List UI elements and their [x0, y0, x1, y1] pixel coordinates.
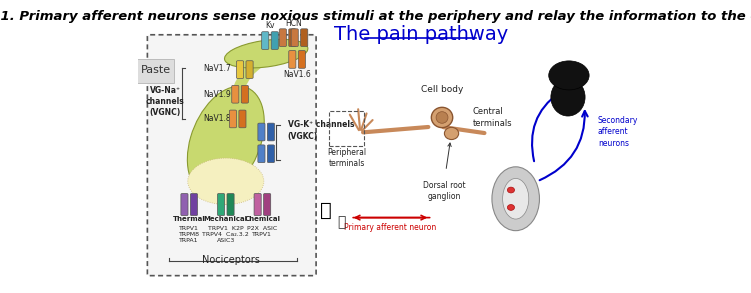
FancyBboxPatch shape — [239, 110, 246, 128]
Text: Thermal: Thermal — [173, 216, 206, 222]
Ellipse shape — [492, 167, 539, 231]
Text: Mechanical: Mechanical — [204, 216, 248, 222]
Text: TRPV1  K2P
TRPV4  Ca₂.3.2
ASIC3: TRPV1 K2P TRPV4 Ca₂.3.2 ASIC3 — [203, 226, 249, 243]
Text: Paste: Paste — [141, 65, 171, 76]
FancyBboxPatch shape — [191, 193, 198, 216]
FancyBboxPatch shape — [267, 123, 275, 141]
FancyBboxPatch shape — [181, 193, 188, 216]
FancyBboxPatch shape — [264, 193, 270, 216]
FancyBboxPatch shape — [254, 193, 261, 216]
Text: NaV1.8: NaV1.8 — [203, 115, 231, 123]
FancyBboxPatch shape — [300, 29, 308, 47]
Text: 🔥: 🔥 — [320, 201, 331, 220]
FancyBboxPatch shape — [267, 145, 275, 163]
FancyBboxPatch shape — [227, 193, 234, 216]
Ellipse shape — [225, 39, 308, 68]
Text: NaV1.9: NaV1.9 — [203, 90, 231, 99]
Text: Primary afferent neuron: Primary afferent neuron — [344, 223, 436, 231]
Text: Nociceptors: Nociceptors — [201, 255, 260, 265]
Text: Peripheral
terminals: Peripheral terminals — [327, 148, 366, 168]
Text: VG-K⁺ channels
(VGKC): VG-K⁺ channels (VGKC) — [288, 120, 354, 141]
Ellipse shape — [431, 107, 453, 128]
Ellipse shape — [502, 178, 529, 219]
FancyBboxPatch shape — [137, 59, 174, 83]
FancyBboxPatch shape — [271, 32, 279, 50]
Text: Kv: Kv — [265, 21, 275, 30]
FancyBboxPatch shape — [147, 35, 316, 276]
FancyBboxPatch shape — [218, 193, 225, 216]
FancyBboxPatch shape — [232, 85, 239, 103]
Text: P2X  ASIC
TRPV1: P2X ASIC TRPV1 — [247, 226, 278, 237]
FancyBboxPatch shape — [298, 51, 306, 68]
FancyBboxPatch shape — [291, 29, 298, 47]
Text: VG-Na⁺
channels
(VGNC): VG-Na⁺ channels (VGNC) — [146, 86, 185, 117]
Text: ✋: ✋ — [337, 215, 345, 229]
Text: Chemical: Chemical — [244, 216, 280, 222]
FancyBboxPatch shape — [258, 123, 265, 141]
Text: Figure 1. Primary afferent neurons sense noxious stimuli at the periphery and re: Figure 1. Primary afferent neurons sense… — [0, 10, 751, 23]
Ellipse shape — [549, 61, 589, 90]
Ellipse shape — [445, 127, 459, 139]
Text: HCN: HCN — [285, 18, 302, 28]
Text: Central
terminals: Central terminals — [473, 108, 512, 127]
Text: TRPV1
TRPM8
TRPA1: TRPV1 TRPM8 TRPA1 — [179, 226, 200, 243]
FancyBboxPatch shape — [246, 61, 253, 79]
FancyBboxPatch shape — [289, 29, 296, 47]
Ellipse shape — [508, 205, 514, 210]
FancyArrowPatch shape — [239, 61, 261, 89]
FancyBboxPatch shape — [279, 29, 286, 47]
Ellipse shape — [436, 112, 448, 123]
Text: Secondary
afferent
neurons: Secondary afferent neurons — [598, 116, 638, 148]
FancyBboxPatch shape — [237, 61, 243, 79]
Ellipse shape — [551, 78, 585, 116]
FancyBboxPatch shape — [258, 145, 265, 163]
Text: The pain pathway: The pain pathway — [333, 25, 508, 44]
Ellipse shape — [508, 187, 514, 193]
Ellipse shape — [187, 86, 264, 195]
FancyBboxPatch shape — [229, 110, 237, 128]
Text: Dorsal root
ganglion: Dorsal root ganglion — [423, 181, 466, 201]
Ellipse shape — [188, 158, 264, 205]
FancyBboxPatch shape — [241, 85, 249, 103]
FancyBboxPatch shape — [261, 32, 269, 50]
Text: Cell body: Cell body — [421, 85, 463, 94]
Text: NaV1.6: NaV1.6 — [283, 70, 311, 79]
Text: NaV1.7: NaV1.7 — [203, 64, 231, 73]
FancyBboxPatch shape — [289, 51, 296, 68]
